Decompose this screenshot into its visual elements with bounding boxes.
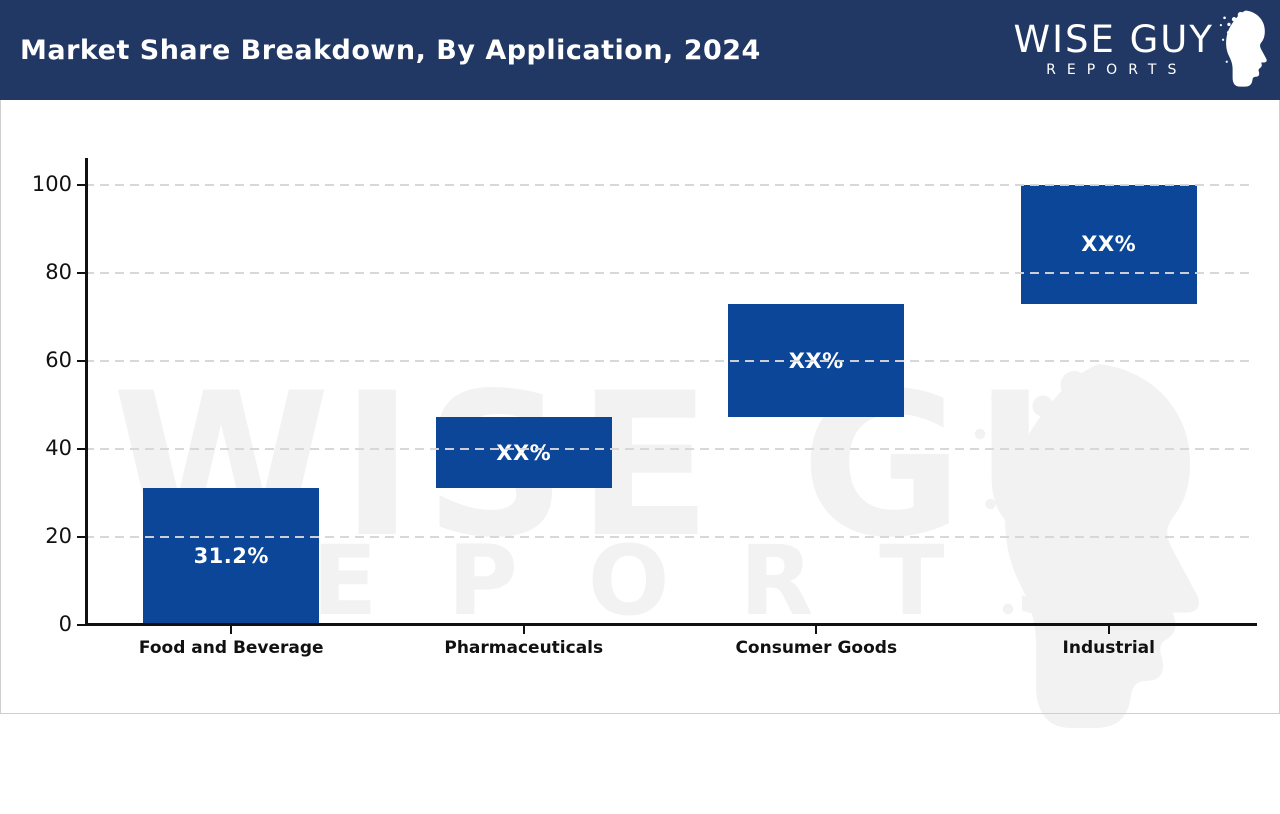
logo-wordmark: WISE GUY [1013,18,1214,61]
y-axis-spine [85,158,88,625]
bar-food-and-beverage: 31.2% [143,487,320,625]
logo-subtext: REPORTS [1046,62,1188,78]
page-title: Market Share Breakdown, By Application, … [20,34,761,66]
plot-area: 0 20 40 60 80 100 31.2% Food and Beverage XX% Pha… [0,100,1280,714]
y-tick-label-100: 100 [31,172,72,196]
x-tick-mark-food-and-beverage [230,626,233,634]
y-tick-mark-20 [77,536,85,538]
gridline-20 [85,536,1255,538]
y-tick-label-20: 20 [45,524,72,548]
y-tick-label-80: 80 [45,260,72,284]
watermark-subtext: REPORTS [168,525,1154,637]
chart-canvas: WISE GU REPORTS 0 20 40 60 80 100 31.2% Food an… [0,100,1280,728]
gridline-40 [85,448,1255,450]
x-tick-mark-industrial [1107,626,1110,634]
y-tick-label-0: 0 [58,612,72,636]
header-band: Market Share Breakdown, By Application, … [0,0,1280,100]
bar-value-label-food-and-beverage: 31.2% [193,544,269,569]
gridline-100 [85,184,1255,186]
x-tick-label-consumer-goods: Consumer Goods [735,638,898,658]
x-tick-mark-pharmaceuticals [522,626,525,634]
y-tick-label-60: 60 [45,348,72,372]
wise-guy-reports-logo: WISE GUY REPORTS [1014,8,1274,92]
y-tick-mark-40 [77,448,85,450]
bar-pharmaceuticals: XX% [435,417,612,488]
x-axis-spine [85,623,1257,626]
x-tick-label-pharmaceuticals: Pharmaceuticals [444,638,604,658]
bar-value-label-industrial: XX% [1081,232,1137,257]
gridline-60 [85,360,1255,362]
bar-value-label-pharmaceuticals: XX% [496,440,552,465]
y-tick-mark-100 [77,184,85,186]
y-tick-mark-0 [77,624,85,626]
y-tick-mark-80 [77,272,85,274]
x-tick-label-industrial: Industrial [1062,638,1155,658]
y-tick-label-40: 40 [45,436,72,460]
y-tick-mark-60 [77,360,85,362]
logo-head-icon [1219,10,1267,87]
x-tick-mark-consumer-goods [815,626,818,634]
x-tick-label-food-and-beverage: Food and Beverage [138,638,324,658]
gridline-80 [85,272,1255,274]
bar-industrial: XX% [1020,185,1197,304]
